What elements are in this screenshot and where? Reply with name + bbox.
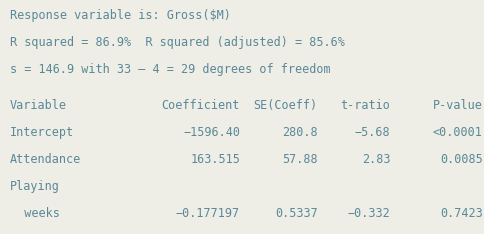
Text: 163.515: 163.515 [190, 153, 240, 166]
Text: 0.0085: 0.0085 [439, 153, 482, 166]
Text: SE(Coeff): SE(Coeff) [253, 99, 317, 113]
Text: t-ratio: t-ratio [340, 99, 390, 113]
Text: P-value: P-value [432, 99, 482, 113]
Text: −5.68: −5.68 [354, 126, 390, 139]
Text: R squared = 86.9%  R squared (adjusted) = 85.6%: R squared = 86.9% R squared (adjusted) =… [10, 36, 344, 49]
Text: <0.0001: <0.0001 [432, 126, 482, 139]
Text: Coefficient: Coefficient [161, 99, 240, 113]
Text: 0.5337: 0.5337 [274, 207, 317, 220]
Text: 2.83: 2.83 [361, 153, 390, 166]
Text: Playing: Playing [10, 180, 60, 193]
Text: weeks: weeks [10, 207, 60, 220]
Text: Attendance: Attendance [10, 153, 81, 166]
Text: −1596.40: −1596.40 [182, 126, 240, 139]
Text: −0.332: −0.332 [347, 207, 390, 220]
Text: Intercept: Intercept [10, 126, 74, 139]
Text: Response variable is: Gross($M): Response variable is: Gross($M) [10, 9, 230, 22]
Text: s = 146.9 with 33 – 4 = 29 degrees of freedom: s = 146.9 with 33 – 4 = 29 degrees of fr… [10, 63, 330, 76]
Text: 0.7423: 0.7423 [439, 207, 482, 220]
Text: Variable: Variable [10, 99, 67, 113]
Text: −0.177197: −0.177197 [176, 207, 240, 220]
Text: 57.88: 57.88 [282, 153, 317, 166]
Text: 280.8: 280.8 [282, 126, 317, 139]
